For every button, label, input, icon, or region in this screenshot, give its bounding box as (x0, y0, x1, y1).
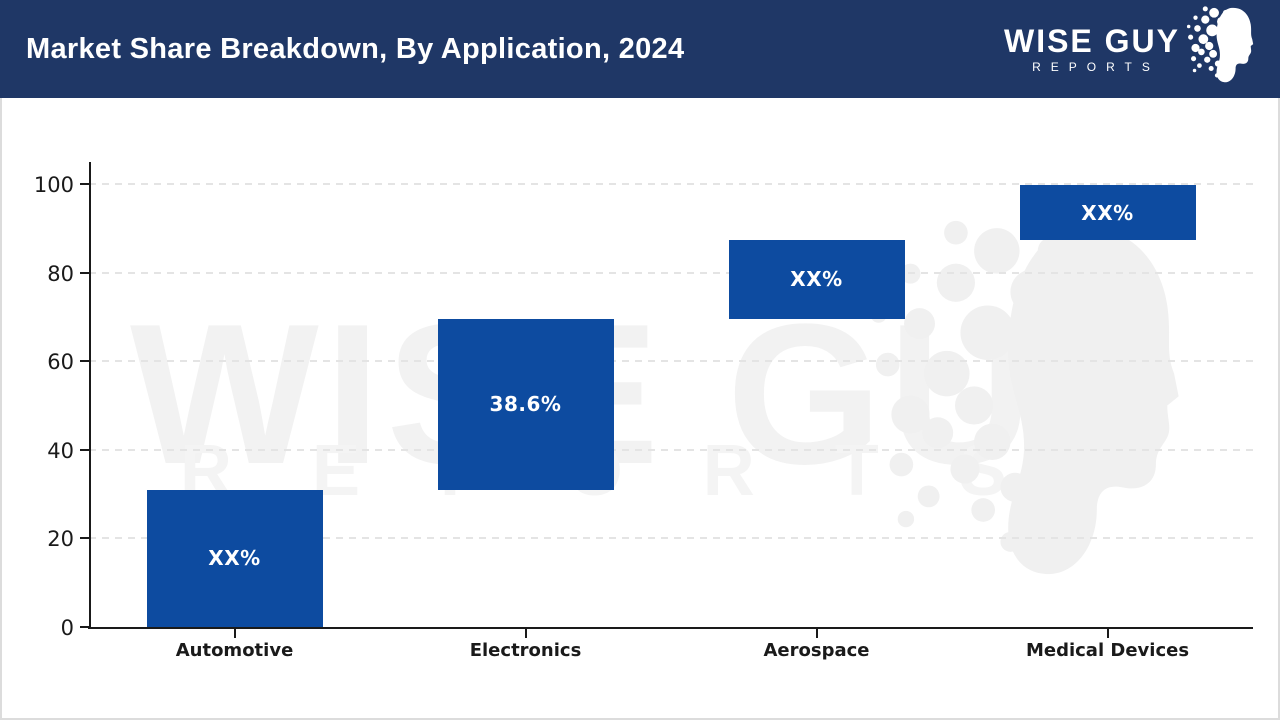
y-gridline (89, 360, 1253, 363)
bar-aerospace: XX% (728, 240, 905, 319)
bar-value-label: XX% (208, 546, 261, 571)
brand-logo-text: WISE GUY REPORTS (1004, 25, 1180, 73)
brand-name: WISE GUY (1003, 23, 1180, 59)
y-tick-mark (80, 360, 89, 363)
x-tick-mark (524, 629, 527, 638)
y-tick-label: 60 (47, 350, 74, 375)
y-gridline (89, 537, 1253, 540)
y-tick-label: 20 (47, 527, 74, 552)
brand-subname: REPORTS (1032, 60, 1160, 74)
y-tick-label: 100 (33, 173, 74, 197)
y-gridline (89, 183, 1253, 185)
y-tick-label: 80 (47, 261, 74, 286)
y-tick-mark (80, 271, 89, 274)
bar-value-label: XX% (1081, 200, 1134, 225)
x-tick-mark (233, 629, 236, 638)
x-tick-label: Medical Devices (1025, 640, 1190, 661)
y-tick-label: 0 (60, 616, 74, 640)
x-tick-mark (1106, 629, 1109, 638)
bar-value-label: 38.6% (489, 392, 562, 417)
x-tick-label: Electronics (469, 640, 582, 661)
y-gridline (89, 271, 1253, 274)
y-axis (89, 162, 91, 629)
y-gridline (89, 448, 1253, 451)
y-tick-label: 40 (47, 438, 74, 463)
watermark-dotted-head-icon (850, 210, 1180, 614)
y-tick-mark (80, 183, 89, 185)
x-axis (88, 627, 1253, 629)
bar-electronics: 38.6% (437, 318, 614, 490)
x-tick-label: Aerospace (763, 640, 870, 661)
bar-medical-devices: XX% (1019, 184, 1196, 241)
brand-logo: WISE GUY REPORTS (1004, 4, 1254, 94)
x-tick-mark (815, 629, 818, 638)
dotted-head-logo-icon (1182, 4, 1254, 94)
bar-value-label: XX% (790, 267, 843, 292)
bar-automotive: XX% (146, 489, 323, 627)
header-bar: Market Share Breakdown, By Application, … (0, 0, 1280, 98)
y-tick-mark (80, 537, 89, 540)
x-tick-label: Automotive (175, 640, 294, 661)
y-tick-mark (80, 626, 89, 628)
page-title: Market Share Breakdown, By Application, … (26, 32, 685, 65)
y-tick-mark (80, 448, 89, 451)
